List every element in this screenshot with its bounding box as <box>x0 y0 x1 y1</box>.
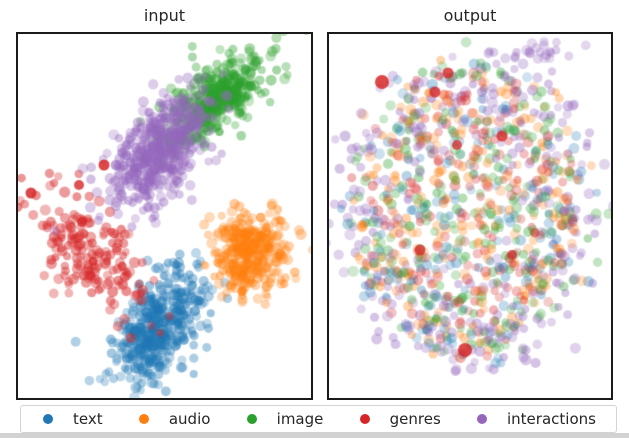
audio-legend-marker-icon <box>138 414 149 424</box>
legend-item-image: image <box>246 410 324 428</box>
legend-label-interactions: interactions <box>507 410 596 428</box>
image-legend-marker-icon <box>246 414 257 424</box>
legend-item-text: text <box>43 410 103 428</box>
genres-legend-marker-icon <box>359 414 370 424</box>
input-scatter-canvas <box>18 34 311 398</box>
legend: text audio image genres interactions <box>20 405 617 433</box>
legend-label-image: image <box>276 410 324 428</box>
input-plot-area <box>16 32 313 400</box>
legend-item-audio: audio <box>138 410 211 428</box>
output-plot-area <box>327 32 613 400</box>
output-panel-title: output <box>443 6 497 25</box>
legend-label-text: text <box>73 410 103 428</box>
legend-label-genres: genres <box>389 410 441 428</box>
legend-item-genres: genres <box>359 410 441 428</box>
input-panel-title: input <box>143 6 186 25</box>
output-scatter-canvas <box>329 34 611 398</box>
legend-item-interactions: interactions <box>477 410 596 428</box>
legend-label-audio: audio <box>168 410 211 428</box>
bottom-edge-shadow <box>0 433 629 438</box>
text-legend-marker-icon <box>43 414 53 424</box>
interactions-legend-marker-icon <box>477 414 487 424</box>
